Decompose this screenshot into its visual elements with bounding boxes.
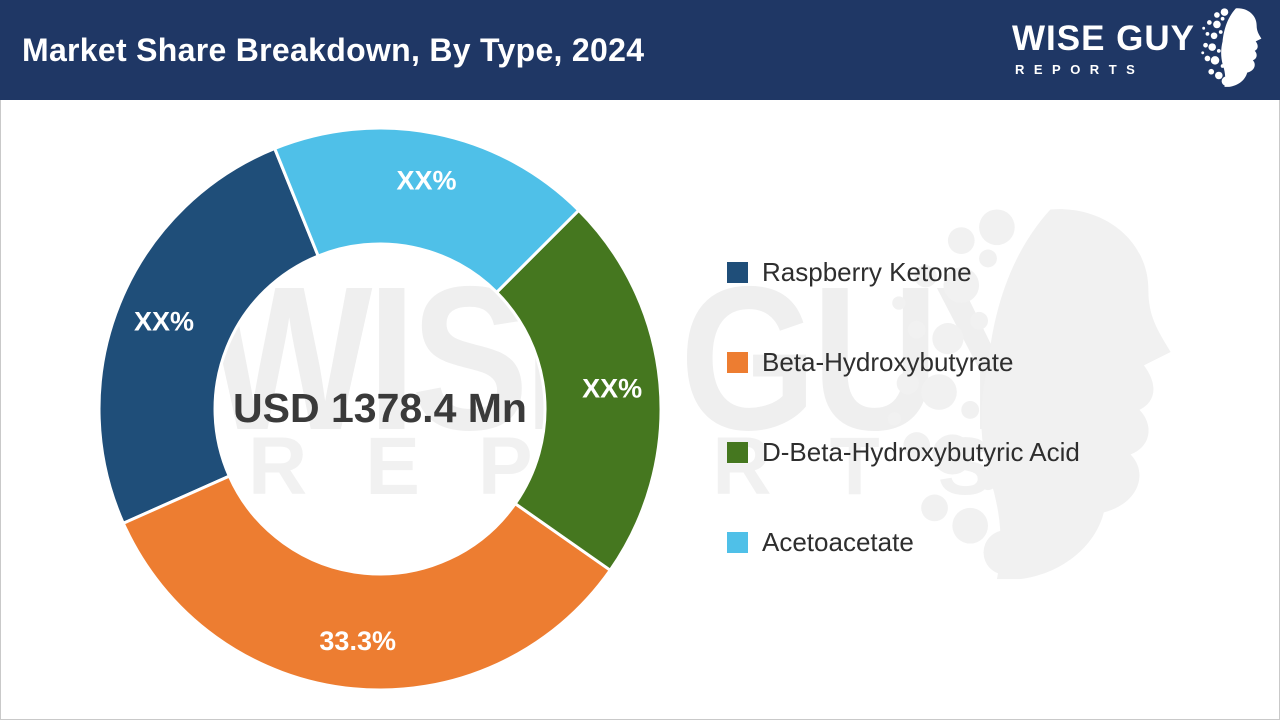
donut-segment-d-beta-hydroxybutyric-acid [495,208,663,572]
donut-segment-label-acetoacetate: XX% [396,166,456,196]
legend-item-label: Beta-Hydroxybutyrate [762,346,1014,377]
legend-item-acetoacetate: Acetoacetate [727,527,1080,557]
donut-segment-beta-hydroxybutyrate [121,474,612,692]
page-title: Market Share Breakdown, By Type, 2024 [22,32,645,68]
logo-line2: REPORTS [1014,62,1145,77]
legend-item-label: Acetoacetate [762,526,914,557]
wiseguy-logo: WISE GUY REPORTS [1012,7,1268,91]
donut-segment-raspberry-ketone [97,147,320,525]
legend-item-d-beta-hydroxybutyric-acid: D-Beta-Hydroxybutyric Acid [727,437,1080,467]
legend-swatch-acetoacetate [727,531,748,553]
legend-swatch-raspberry-ketone [727,261,748,283]
legend: Raspberry Ketone Beta-Hydroxybutyrate D-Be… [727,257,1080,557]
legend-item-beta-hydroxybutyrate: Beta-Hydroxybutyrate [727,347,1080,377]
wiseguy-face-icon [1201,8,1262,87]
donut-segment-label-beta-hydroxybutyrate: 33.3% [319,626,396,656]
donut-segment-label-raspberry-ketone: XX% [134,307,194,337]
donut-center-value: USD 1378.4 Mn [233,385,527,431]
donut-chart: XX% 33.3% XX% XX% USD 1378.4 Mn [97,126,663,692]
donut-segment-label-d-beta-hydroxybutyric-acid: XX% [582,374,642,404]
logo-text: WISE GUY REPORTS [1012,19,1195,79]
header: Market Share Breakdown, By Type, 2024 WI… [0,0,1280,100]
legend-swatch-d-beta-hydroxybutyric-acid [727,441,748,463]
legend-item-raspberry-ketone: Raspberry Ketone [727,257,1080,287]
legend-item-label: D-Beta-Hydroxybutyric Acid [762,436,1080,467]
legend-swatch-beta-hydroxybutyrate [727,351,748,373]
legend-item-label: Raspberry Ketone [762,256,972,287]
donut-segment-acetoacetate [273,126,581,294]
chart-area: WISE GUY REPORTS XX%33.3%XX%XX%USD 1378.… [0,100,1280,720]
logo-line1: WISE GUY [1011,19,1195,58]
